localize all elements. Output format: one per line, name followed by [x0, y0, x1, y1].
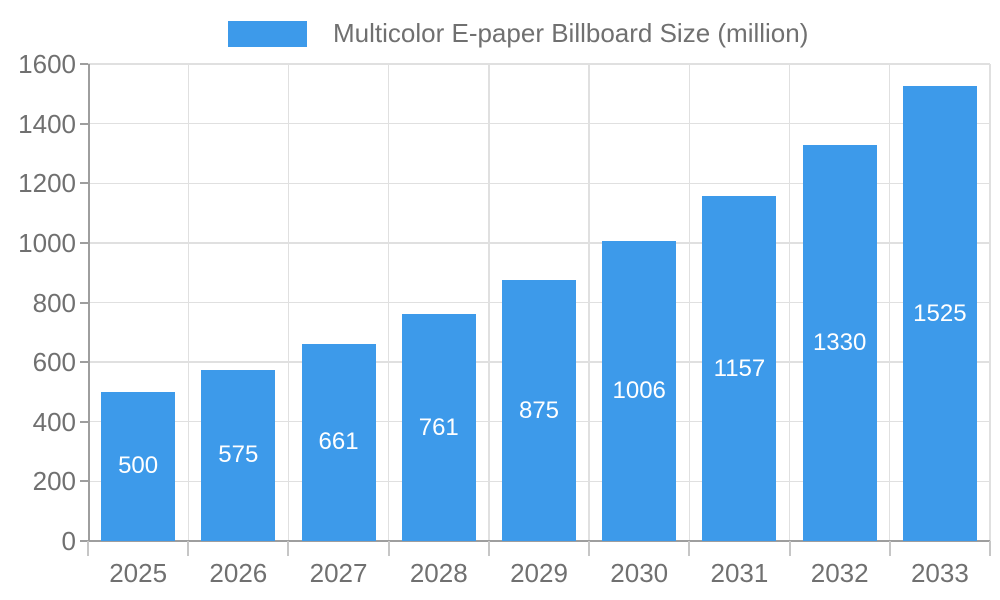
bar-value-label: 661 — [318, 428, 359, 456]
bar-value-label: 1330 — [812, 328, 867, 356]
y-tick-0 — [80, 540, 88, 542]
x-tick-label-2032: 2032 — [810, 558, 869, 588]
chart-legend[interactable]: Multicolor E-paper Billboard Size (milli… — [228, 18, 808, 49]
h-gridline-1400 — [88, 122, 990, 125]
y-tick-label-800: 800 — [32, 287, 76, 318]
h-gridline-1000 — [88, 242, 990, 244]
x-tick-label-2030: 2030 — [610, 558, 669, 588]
x-axis-line — [80, 540, 990, 542]
y-tick-label-1600: 1600 — [18, 49, 76, 79]
y-tick-1200 — [80, 182, 88, 185]
bar-2025[interactable]: 500 — [101, 391, 176, 541]
x-tick-label-2028: 2028 — [409, 558, 468, 588]
y-tick-200 — [80, 480, 88, 483]
y-tick-800 — [80, 301, 88, 304]
x-tick — [588, 541, 591, 556]
y-tick-600 — [80, 361, 88, 364]
v-gridline — [989, 64, 991, 541]
v-gridline — [688, 64, 691, 541]
y-tick-label-1200: 1200 — [18, 168, 76, 199]
y-axis-labels: 0 200 400 600 800 1000 1200 1400 1600 — [0, 0, 76, 600]
x-tick — [487, 541, 490, 556]
y-tick-1400 — [80, 122, 88, 125]
y-tick-label-0: 0 — [61, 526, 76, 556]
y-tick-label-1400: 1400 — [18, 108, 76, 139]
x-tick-label-2026: 2026 — [209, 558, 268, 588]
bar-2029[interactable]: 875 — [502, 280, 576, 541]
v-gridline — [187, 64, 189, 541]
x-tick-label-2029: 2029 — [510, 558, 568, 588]
v-gridline — [788, 64, 791, 541]
bar-2028[interactable]: 761 — [401, 314, 476, 541]
v-gridline — [588, 64, 590, 541]
bar-2031[interactable]: 1157 — [702, 196, 777, 541]
h-gridline-1600 — [88, 63, 990, 65]
bar-2033[interactable]: 1525 — [902, 86, 977, 541]
x-tick — [387, 541, 390, 556]
x-tick-label-2027: 2027 — [309, 558, 368, 588]
bar-value-label: 1157 — [713, 354, 766, 382]
v-gridline — [889, 64, 891, 541]
y-tick-label-200: 200 — [32, 466, 76, 497]
bar-2026[interactable]: 575 — [201, 369, 276, 541]
x-tick — [87, 541, 89, 556]
legend-swatch — [228, 20, 307, 47]
bar-value-label: 761 — [418, 413, 459, 441]
bar-value-label: 1006 — [612, 377, 666, 405]
bar-value-label: 1525 — [913, 299, 967, 327]
y-tick-400 — [80, 420, 88, 423]
y-tick-label-600: 600 — [32, 347, 76, 378]
x-tick — [989, 541, 991, 556]
y-tick-label-400: 400 — [32, 406, 76, 437]
v-gridline — [387, 64, 390, 541]
y-tick-label-1000: 1000 — [18, 227, 76, 258]
h-gridline-1200 — [88, 182, 990, 184]
v-gridline — [488, 64, 490, 541]
bar-value-label: 575 — [218, 441, 259, 469]
plot-area: 500 575 661 761 875 1006 1157 1330 1525 2025 2026… — [80, 63, 991, 588]
x-tick-label-2033: 2033 — [910, 558, 969, 588]
x-tick — [888, 541, 891, 556]
bar-2032[interactable]: 1330 — [802, 144, 877, 541]
y-tick-1600 — [80, 63, 88, 65]
y-axis-line — [88, 64, 90, 541]
x-tick — [287, 541, 290, 556]
x-tick-label-2031: 2031 — [710, 558, 769, 588]
bar-value-label: 875 — [518, 396, 560, 424]
x-tick — [688, 541, 691, 556]
x-tick-label-2025: 2025 — [109, 558, 168, 588]
bar-2027[interactable]: 661 — [301, 343, 376, 541]
x-tick — [788, 541, 791, 556]
bar-value-label: 500 — [118, 452, 159, 480]
x-tick — [187, 541, 190, 556]
legend-label: Multicolor E-paper Billboard Size (milli… — [333, 18, 809, 48]
bar-2030[interactable]: 1006 — [602, 241, 677, 541]
y-tick-1000 — [80, 241, 88, 244]
v-gridline — [287, 64, 290, 541]
